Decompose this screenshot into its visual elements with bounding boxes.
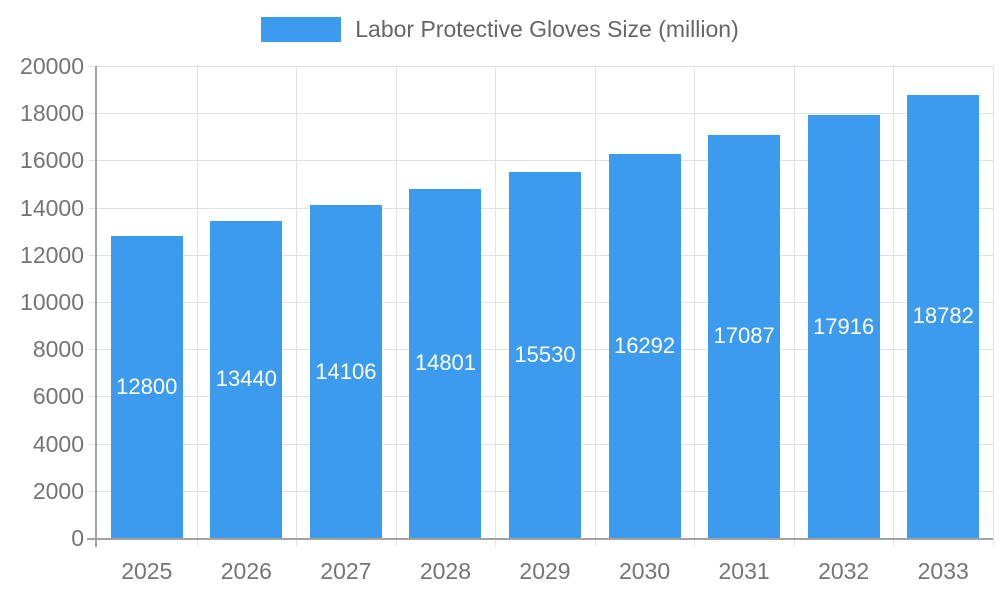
x-tick-label: 2025 (121, 558, 173, 584)
bar-2025: 12800 (110, 235, 183, 538)
bar-2030: 16292 (608, 153, 681, 538)
bar-value-label: 17087 (713, 323, 775, 349)
v-gridline (296, 66, 298, 546)
h-gridline (89, 160, 993, 162)
v-gridline (395, 66, 397, 546)
x-tick-label: 2029 (519, 558, 571, 584)
x-tick-label: 2026 (220, 558, 272, 584)
y-tick-label: 16000 (20, 147, 84, 174)
y-tick-label: 20000 (20, 53, 84, 79)
bar-value-label: 17916 (813, 313, 875, 339)
y-tick-label: 2000 (32, 477, 84, 504)
legend: Labor Protective Gloves Size (million) (0, 16, 1000, 43)
x-tick-label: 2028 (419, 558, 472, 584)
v-gridline (793, 66, 795, 546)
bar-value-label: 14106 (315, 358, 377, 384)
x-tick-label: 2031 (718, 558, 770, 584)
legend-label: Labor Protective Gloves Size (million) (355, 16, 739, 42)
x-axis-line (87, 538, 993, 540)
y-tick-label: 14000 (20, 194, 84, 221)
bar-2032: 17916 (807, 115, 880, 538)
y-axis-line (95, 66, 97, 547)
v-gridline (893, 66, 895, 546)
h-gridline (89, 66, 993, 67)
bar-value-label: 18782 (912, 303, 974, 329)
bar-value-label: 13440 (215, 366, 277, 392)
bar-2033: 18782 (907, 94, 980, 538)
y-tick-label: 6000 (32, 383, 84, 410)
bar-2026: 13440 (210, 220, 283, 538)
y-tick-label: 0 (71, 525, 84, 551)
bar-value-label: 12800 (116, 373, 178, 399)
x-tick-label: 2032 (818, 558, 870, 584)
y-tick-label: 10000 (20, 289, 84, 315)
bar-value-label: 15530 (514, 341, 576, 367)
bar-value-label: 16292 (613, 332, 676, 358)
v-gridline (196, 66, 198, 546)
y-tick-label: 8000 (32, 336, 84, 363)
x-tick-label: 2027 (320, 558, 372, 584)
x-tick-label: 2030 (618, 558, 671, 584)
v-gridline (694, 66, 696, 546)
v-gridline (594, 66, 596, 546)
bar-2027: 14106 (309, 205, 382, 538)
bar-2029: 15530 (509, 171, 581, 538)
y-tick-label: 4000 (32, 430, 84, 457)
legend-swatch (261, 17, 342, 42)
v-gridline (495, 66, 497, 546)
y-tick-label: 18000 (20, 100, 84, 127)
bar-2031: 17087 (708, 134, 781, 538)
bar-2028: 14801 (409, 188, 482, 538)
x-tick-label: 2033 (917, 558, 969, 584)
h-gridline (89, 113, 993, 115)
bar-value-label: 14801 (414, 350, 477, 376)
plot-area: 12800 13440 14106 14801 15530 16292 17087 17916… (87, 66, 994, 547)
v-gridline (993, 66, 994, 546)
y-tick-label: 12000 (20, 241, 84, 268)
